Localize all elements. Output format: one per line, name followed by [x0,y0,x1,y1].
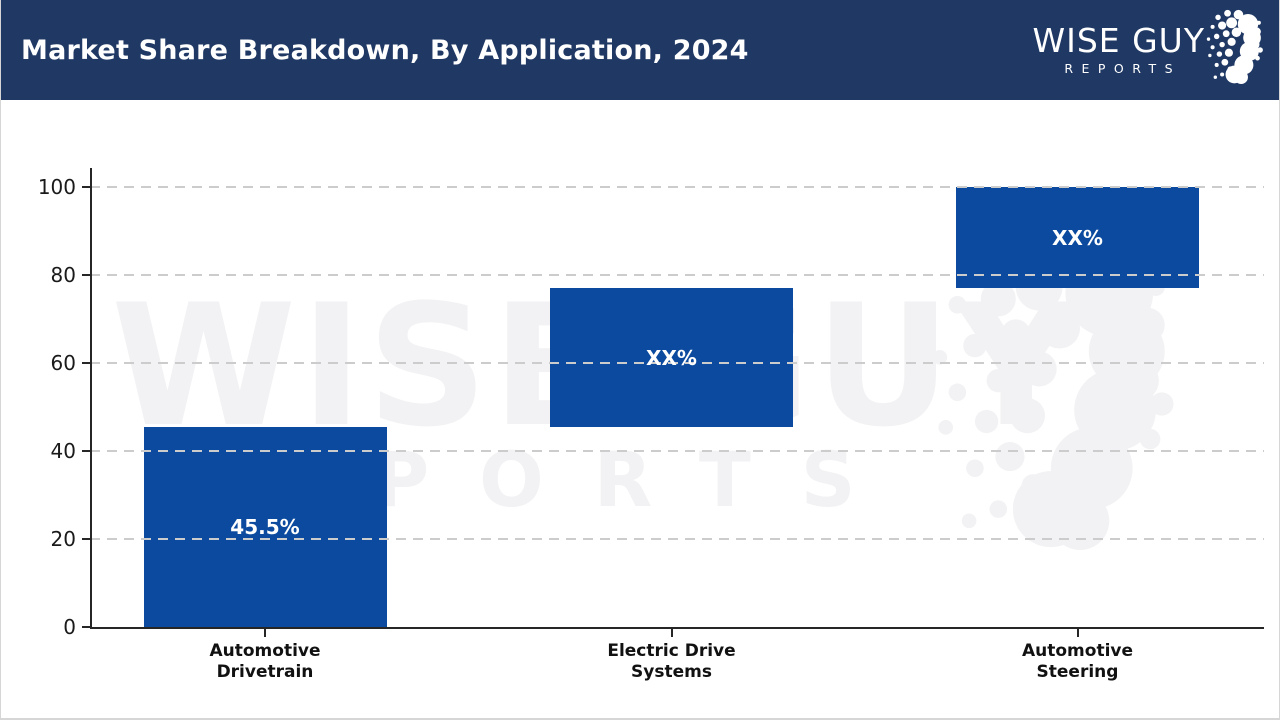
y-tick-label-0: 0 [63,615,76,639]
page-title: Market Share Breakdown, By Application, … [21,34,749,66]
y-tick-40 [82,450,90,452]
wise-guy-reports-logo: WISE GUY REPORTS [1032,8,1267,92]
x-category-label: Automotive Steering [1021,641,1134,683]
x-axis-line [90,627,1264,629]
y-axis-line [90,168,92,629]
y-tick-60 [82,362,90,364]
y-tick-label-20: 20 [50,527,76,551]
logo-subtitle: REPORTS [1064,61,1182,76]
y-tick-20 [82,538,90,540]
bar-value-label: XX% [646,345,697,370]
y-tick-label-100: 100 [37,175,76,199]
x-category-label: Automotive Drivetrain [209,641,321,683]
y-tick-label-80: 80 [50,263,76,287]
logo-text: WISE GUY REPORTS [1032,24,1205,76]
bar-segment [550,288,793,427]
y-tick-label-60: 60 [50,351,76,375]
x-tick [264,629,266,637]
y-tick-80 [82,274,90,276]
logo-wordmark: WISE GUY [1032,21,1205,60]
dotted-face-icon [1206,9,1263,84]
bar-segment [143,426,387,627]
x-tick [670,629,673,637]
y-tick-0 [82,626,90,628]
y-tick-100 [82,186,90,188]
y-tick-label-40: 40 [50,439,76,463]
x-category-label: Electric Drive Systems [607,641,736,683]
x-tick [1076,629,1079,637]
bar-value-label: XX% [1052,225,1103,250]
header-band: Market Share Breakdown, By Application, … [1,0,1279,100]
bar-value-label: 45.5% [230,514,300,539]
